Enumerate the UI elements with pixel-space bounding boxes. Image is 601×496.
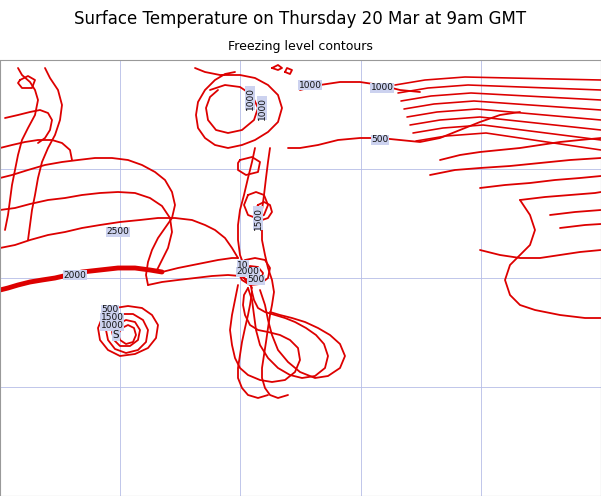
Text: 1000: 1000: [257, 97, 266, 120]
Text: 2000: 2000: [237, 267, 260, 276]
Text: 1000: 1000: [370, 83, 394, 92]
Text: 1000: 1000: [100, 321, 123, 330]
Text: Freezing level contours: Freezing level contours: [228, 40, 373, 53]
Text: 1500: 1500: [254, 206, 263, 230]
Text: 1000: 1000: [299, 80, 322, 89]
Text: 500: 500: [371, 135, 389, 144]
Text: 2500: 2500: [106, 228, 129, 237]
Text: S: S: [113, 330, 120, 340]
Text: 500: 500: [102, 306, 118, 314]
Text: 10: 10: [237, 260, 249, 269]
Text: 1500: 1500: [100, 313, 123, 322]
Text: 2000: 2000: [64, 270, 87, 280]
Text: Surface Temperature on Thursday 20 Mar at 9am GMT: Surface Temperature on Thursday 20 Mar a…: [75, 10, 526, 28]
Text: 500: 500: [248, 275, 264, 285]
Text: 1000: 1000: [245, 86, 254, 110]
